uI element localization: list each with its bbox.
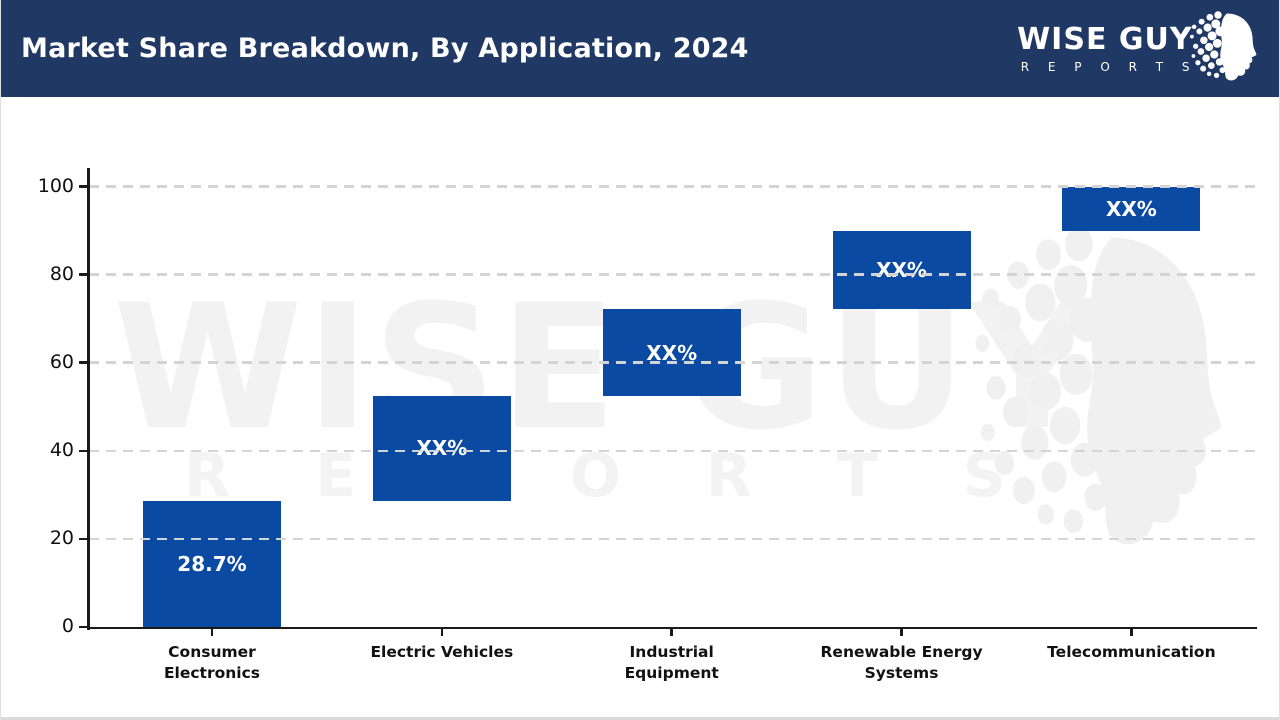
footer-divider — [1, 717, 1279, 720]
y-axis-tick-label: 0 — [61, 615, 74, 637]
y-axis-tick — [79, 273, 87, 276]
x-category-label: Electric Vehicles — [370, 643, 514, 661]
y-axis-tick-label: 20 — [49, 526, 74, 549]
wiseguy-logo: WISE GUY R E P O R T S — [1013, 9, 1267, 91]
chart-area: WISE GUY R E P O R T S 0 20 40 60 80 100 28.7%… — [1, 97, 1279, 717]
x-axis-tick — [900, 629, 903, 636]
y-axis-tick — [79, 185, 87, 188]
gridline — [89, 185, 1257, 188]
y-axis-tick-label: 60 — [49, 350, 74, 373]
bar-value-label: XX% — [416, 436, 468, 461]
bar-value-label: XX% — [1105, 196, 1157, 221]
x-category-label: Telecommunication — [1047, 643, 1216, 661]
x-category-label: Renewable Energy Systems — [820, 643, 983, 682]
waterfall-bar: XX% — [1062, 186, 1201, 231]
waterfall-chart: 0 20 40 60 80 100 28.7% Consumer Electronics XX% E… — [1, 97, 1279, 717]
x-axis-tick — [1130, 629, 1133, 636]
y-axis-tick — [79, 361, 87, 364]
x-axis-tick — [670, 629, 673, 636]
logo-subtitle: R E P O R T S — [1020, 60, 1197, 74]
bar-value-label: XX% — [876, 257, 927, 282]
watermark-subtitle: R E P O R T S — [184, 441, 1038, 511]
logo-wordmark: WISE GUY — [1017, 22, 1193, 57]
waterfall-bar: XX% — [602, 308, 741, 397]
bar-value-label: 28.7% — [177, 551, 247, 576]
y-axis-tick-label: 80 — [49, 262, 74, 285]
x-axis-line — [87, 626, 1257, 629]
y-axis-tick-label: 100 — [37, 174, 74, 197]
page-title: Market Share Breakdown, By Application, … — [21, 33, 749, 64]
x-axis-tick — [440, 629, 444, 636]
head-silhouette-icon — [1190, 10, 1257, 80]
y-axis-tick-label: 40 — [49, 438, 74, 461]
waterfall-bar: XX% — [372, 396, 511, 501]
y-axis-tick — [79, 625, 87, 629]
gridline — [89, 273, 1257, 276]
header: Market Share Breakdown, By Application, … — [1, 0, 1279, 97]
x-axis-tick — [210, 629, 214, 636]
y-axis-tick — [79, 449, 87, 453]
logo-text: WISE GUY R E P O R T S — [1013, 22, 1197, 75]
gridline — [89, 361, 1257, 364]
waterfall-bar: XX% — [832, 230, 971, 309]
y-axis-line — [87, 168, 90, 630]
gridline — [89, 537, 1257, 541]
gridline — [89, 449, 1257, 453]
x-category-label: Consumer Electronics — [163, 643, 261, 682]
x-category-label: Industrial Equipment — [624, 643, 719, 682]
waterfall-bar: 28.7% — [143, 500, 281, 627]
bar-value-label: XX% — [646, 340, 698, 365]
y-axis-tick — [79, 537, 87, 541]
